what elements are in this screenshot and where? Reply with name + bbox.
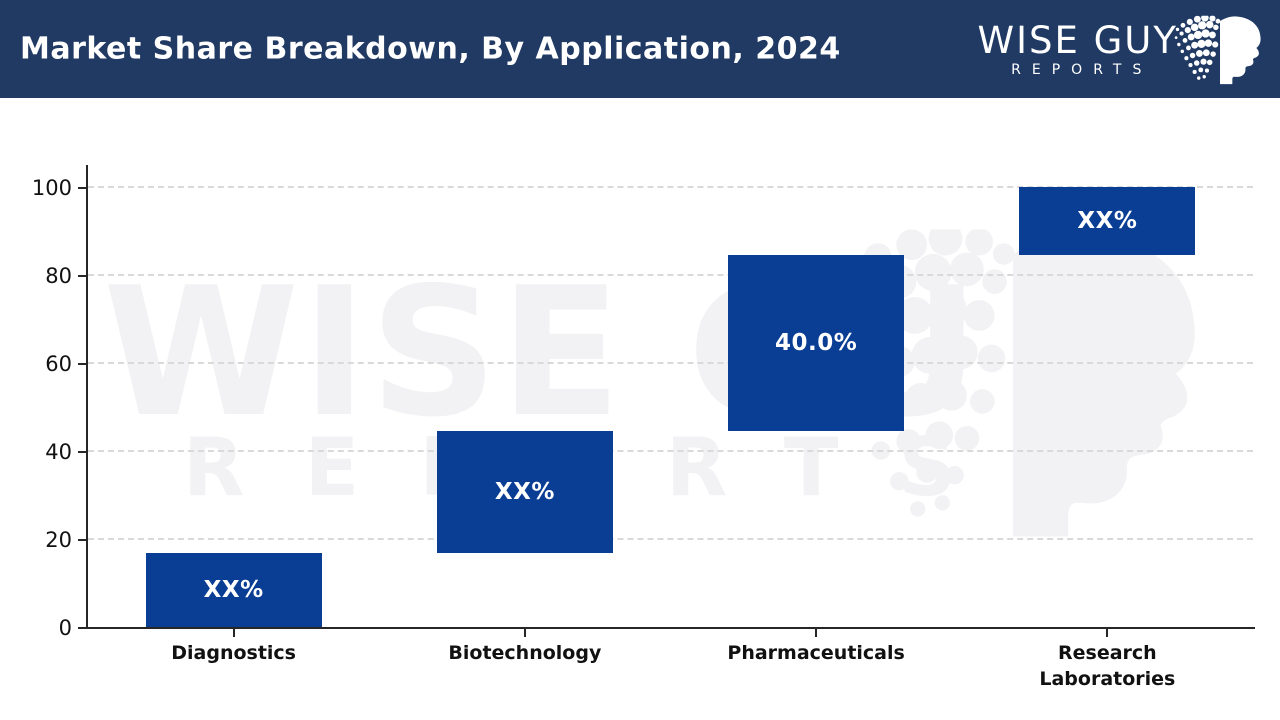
bar-value-label: XX% xyxy=(203,577,264,604)
y-axis-tick xyxy=(78,451,86,453)
chart-title: Market Share Breakdown, By Application, … xyxy=(20,31,841,67)
y-axis-tick-label: 40 xyxy=(45,440,72,464)
x-axis-category-label: Biotechnology xyxy=(448,642,602,664)
x-axis-category-label: Diagnostics xyxy=(171,642,296,664)
y-axis-tick-label: 60 xyxy=(45,352,72,376)
waterfall-bar: XX% xyxy=(436,431,613,554)
x-axis-category-label: Research Laboratories xyxy=(1039,642,1176,690)
x-axis-tick xyxy=(815,629,818,637)
bar-value-label: 40.0% xyxy=(774,330,858,357)
gridline xyxy=(88,362,1253,364)
waterfall-bar: XX% xyxy=(1019,187,1196,256)
y-axis-tick-label: 20 xyxy=(45,528,72,552)
y-axis-tick xyxy=(78,363,86,365)
x-axis-line xyxy=(86,627,1255,629)
gridline xyxy=(88,186,1253,188)
x-axis-tick xyxy=(1106,629,1109,637)
logo-wordmark: WISE GUY REPORTS xyxy=(977,19,1178,78)
bar-value-label: XX% xyxy=(1077,208,1138,235)
header-banner: Market Share Breakdown, By Application, … xyxy=(0,0,1280,98)
gridline xyxy=(88,538,1253,540)
x-axis-tick xyxy=(523,629,526,637)
y-axis-tick xyxy=(78,539,86,541)
waterfall-plot: 0 20 40 60 80 100 Diagnostics Biotechnology Phar… xyxy=(0,98,1280,720)
bar-value-label: XX% xyxy=(494,479,555,506)
y-axis-tick-label: 100 xyxy=(31,176,72,200)
y-axis-tick xyxy=(78,187,86,189)
logo-wordmark-line2: REPORTS xyxy=(1011,61,1153,78)
x-axis-category-label: Pharmaceuticals xyxy=(727,642,905,664)
y-axis-tick-label: 0 xyxy=(58,616,72,640)
y-axis-tick-label: 80 xyxy=(45,264,72,288)
gridline xyxy=(88,450,1253,452)
waterfall-bar: XX% xyxy=(145,553,322,627)
logo-wordmark-line1: WISE GUY xyxy=(977,19,1178,63)
y-axis-line xyxy=(86,165,88,629)
waterfall-bar: 40.0% xyxy=(728,255,905,432)
gridline xyxy=(88,274,1253,276)
y-axis-tick xyxy=(78,275,86,277)
chart-canvas: WISE GU REPORTS 020406080100DiagnosticsB… xyxy=(0,98,1280,720)
wise-guy-reports-logo: WISE GUY REPORTS xyxy=(978,7,1268,93)
wise-guy-face-icon xyxy=(1172,8,1268,92)
y-axis-tick xyxy=(78,627,86,629)
x-axis-tick xyxy=(232,629,235,637)
